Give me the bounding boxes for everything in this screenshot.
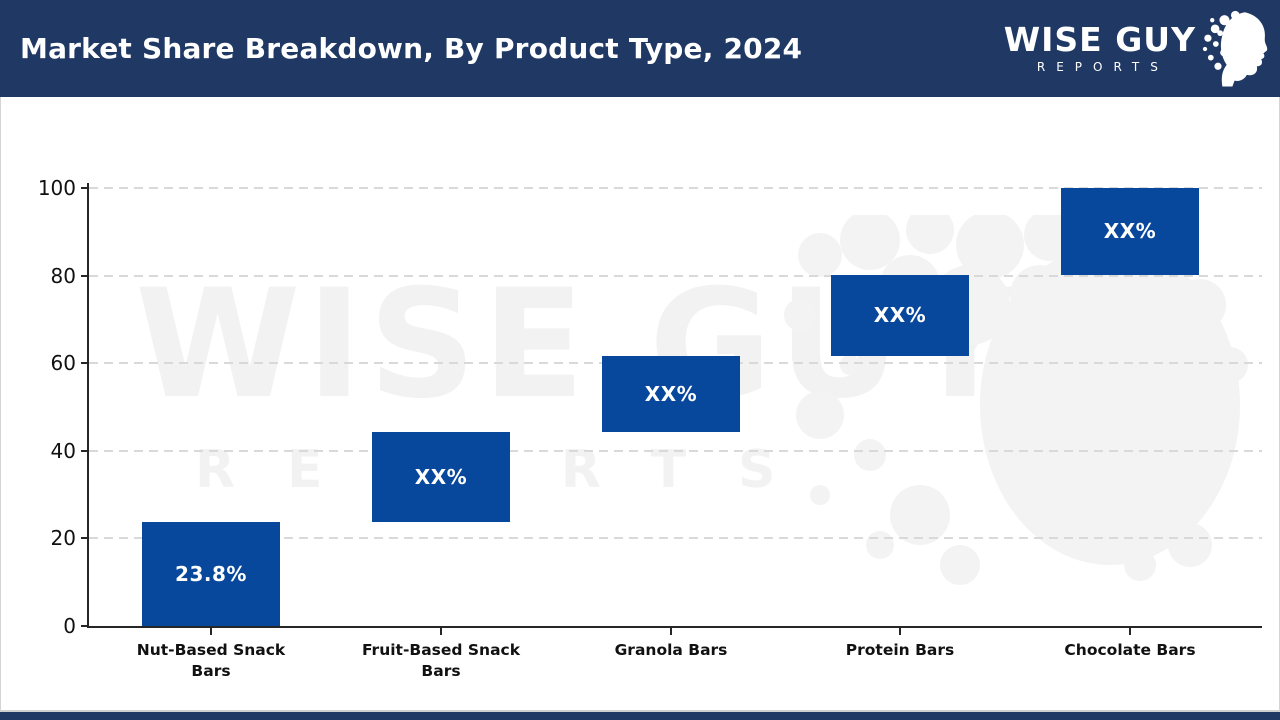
- gridline: [89, 274, 1262, 277]
- header-band: Market Share Breakdown, By Product Type,…: [0, 0, 1280, 97]
- y-axis-tick-mark: [81, 537, 88, 540]
- brand-logo-text: WISE GUY REPORTS: [1004, 23, 1196, 74]
- y-axis-tick-mark: [81, 362, 88, 365]
- x-axis-category-label: Granola Bars: [614, 641, 728, 659]
- bar-chocolate-bars: XX%: [1061, 188, 1199, 275]
- brand-name: WISE GUY: [1003, 20, 1196, 60]
- x-axis-category-label: Fruit-Based Snack Bars: [361, 641, 521, 680]
- y-axis-tick-label: 20: [50, 526, 76, 551]
- gridline: [89, 449, 1262, 452]
- y-axis-tick-label: 60: [50, 351, 76, 376]
- y-axis-tick-label: 80: [50, 263, 76, 288]
- y-axis-tick-mark: [81, 625, 88, 627]
- brand-logo: WISE GUY REPORTS: [1004, 0, 1272, 97]
- bar-value-label: XX%: [414, 464, 468, 489]
- x-axis-tick-mark: [440, 628, 442, 635]
- y-axis-tick-mark: [81, 449, 88, 452]
- gridline: [89, 537, 1262, 540]
- x-axis-tick-mark: [670, 628, 672, 635]
- y-axis-tick-label: 40: [50, 438, 76, 463]
- bar-protein-bars: XX%: [831, 274, 969, 357]
- y-axis-tick-label: 0: [63, 614, 76, 638]
- y-axis-tick-label: 100: [37, 176, 76, 200]
- y-axis-tick-mark: [81, 274, 88, 277]
- x-axis-tick-mark: [1129, 628, 1131, 635]
- x-axis-tick-mark: [210, 628, 212, 635]
- bar-fruit-based-snack-bars: XX%: [372, 431, 510, 522]
- gridline: [89, 187, 1262, 189]
- watermark-head-dots: [784, 215, 1248, 585]
- bar-granola-bars: XX%: [602, 356, 740, 432]
- bar-value-label: 23.8%: [175, 561, 247, 586]
- x-axis-line: [87, 626, 1262, 628]
- y-axis-line: [87, 183, 89, 628]
- bar-value-label: XX%: [644, 381, 698, 406]
- bar-nut-based-snack-bars: 23.8%: [142, 521, 280, 626]
- x-axis-category-label: Chocolate Bars: [1064, 641, 1196, 659]
- y-axis-tick-mark: [81, 187, 88, 189]
- x-axis-tick-mark: [899, 628, 901, 635]
- x-axis-category-label: Nut-Based Snack Bars: [136, 641, 286, 680]
- footer-band: [0, 712, 1280, 720]
- head-silhouette-icon: [1202, 10, 1268, 86]
- x-axis-category-label: Protein Bars: [845, 641, 955, 659]
- bar-value-label: XX%: [1103, 219, 1157, 244]
- bar-value-label: XX%: [873, 303, 927, 328]
- brand-tagline: REPORTS: [1036, 59, 1169, 74]
- page-title: Market Share Breakdown, By Product Type,…: [20, 32, 803, 65]
